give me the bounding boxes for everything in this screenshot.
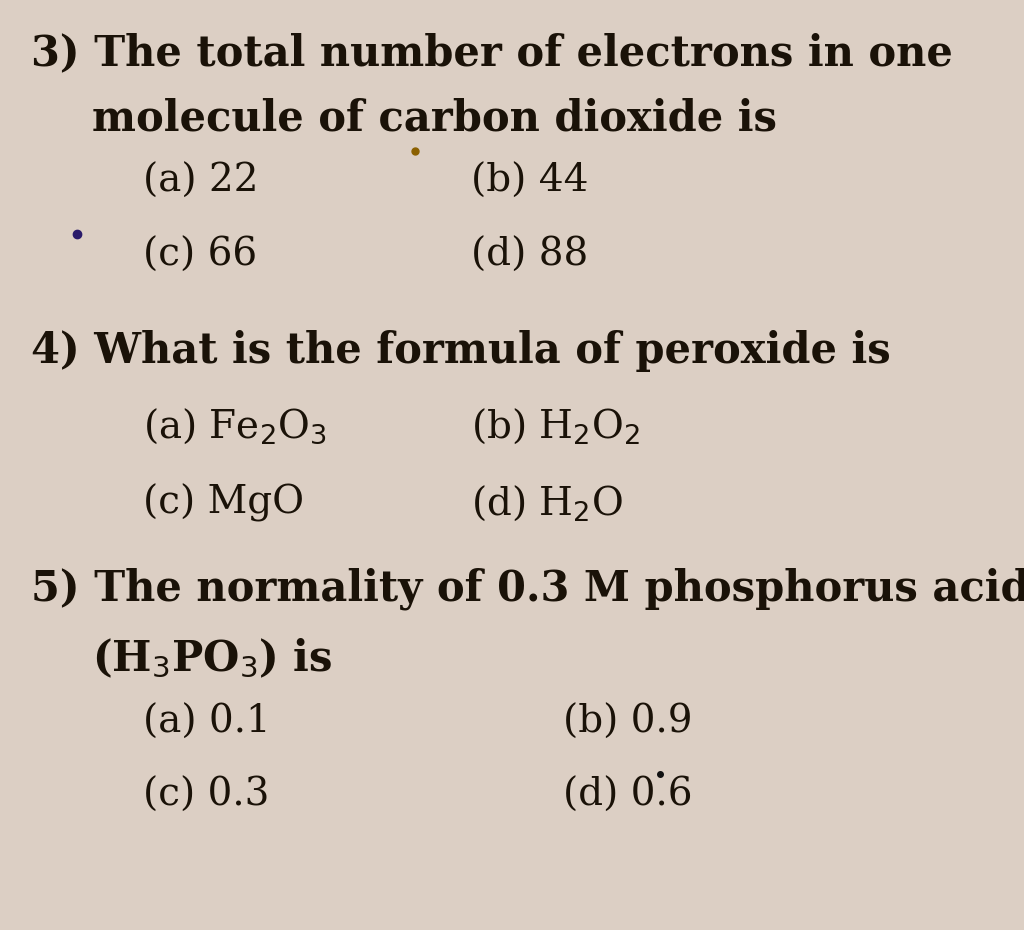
Text: 3) The total number of electrons in one: 3) The total number of electrons in one [31,33,952,74]
Text: 5) The normality of 0.3 M phosphorus acid: 5) The normality of 0.3 M phosphorus aci… [31,567,1024,610]
Text: (b) H$_2$O$_2$: (b) H$_2$O$_2$ [471,406,640,446]
Text: (b) 0.9: (b) 0.9 [563,704,692,741]
Text: molecule of carbon dioxide is: molecule of carbon dioxide is [92,98,777,140]
Text: (H$_3$PO$_3$) is: (H$_3$PO$_3$) is [92,637,333,680]
Text: (d) H$_2$O: (d) H$_2$O [471,484,623,524]
Text: (b) 44: (b) 44 [471,163,589,200]
Text: (d) 0.6: (d) 0.6 [563,777,692,814]
Text: (d) 88: (d) 88 [471,237,589,274]
Text: (a) Fe$_2$O$_3$: (a) Fe$_2$O$_3$ [143,406,328,446]
Text: (a) 22: (a) 22 [143,163,259,200]
Text: (a) 0.1: (a) 0.1 [143,704,271,741]
Text: (c) 66: (c) 66 [143,237,257,274]
Text: (c) 0.3: (c) 0.3 [143,777,269,814]
Text: 4) What is the formula of peroxide is: 4) What is the formula of peroxide is [31,330,891,372]
Text: (c) MgO: (c) MgO [143,484,304,522]
